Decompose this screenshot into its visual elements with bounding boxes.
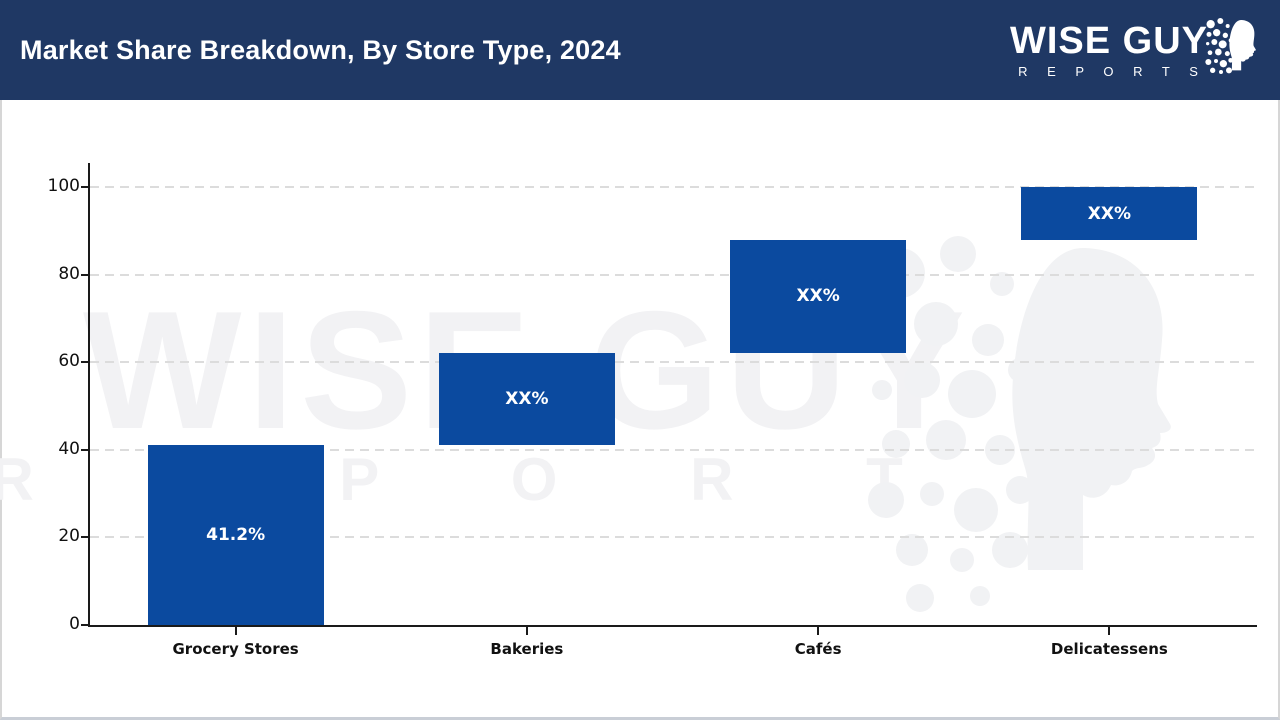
gridline-20 [90,536,1255,539]
header: Market Share Breakdown, By Store Type, 2… [0,0,1280,100]
logo-subtitle: R E P O R T S [1018,64,1206,79]
bar-grocery-stores: 41.2% [147,444,324,625]
brand-logo: WISE GUY R E P O R T S [1010,0,1270,100]
bar-value-label: XX% [1087,203,1131,224]
bar-caf-s: XX% [730,240,907,353]
gridline-40 [90,448,1255,451]
x-tick-mark-caf-s [817,627,820,635]
logo-wordmark: WISE GUY [1009,20,1208,62]
y-tick-label-60: 60 [58,351,80,372]
y-tick-label-40: 40 [58,438,80,459]
x-category-label-delicatessens: Delicatessens [1050,640,1168,658]
y-tick-mark-20 [81,536,90,539]
x-category-label-bakeries: Bakeries [490,640,564,658]
y-tick-mark-40 [81,448,90,451]
y-tick-mark-100 [81,186,90,188]
bar-delicatessens: XX% [1021,187,1198,241]
y-tick-mark-60 [81,361,90,364]
x-category-label-caf-s: Cafés [794,640,842,658]
y-axis-line [88,163,90,627]
bar-bakeries: XX% [438,352,615,445]
y-tick-label-20: 20 [58,526,80,547]
bar-value-label: XX% [505,388,549,409]
watermark-head-icon [868,236,1171,612]
chart-area: WISE GUY R E P O R T S 0 20 40 60 80 100 41.2%… [0,100,1280,720]
y-tick-mark-80 [81,273,90,276]
gridline-60 [90,361,1255,364]
chart-title: Market Share Breakdown, By Store Type, 2… [20,34,621,65]
x-tick-mark-delicatessens [1108,627,1111,635]
x-category-label-grocery-stores: Grocery Stores [172,640,299,658]
gridline-80 [90,273,1255,276]
y-tick-mark-0 [81,624,90,626]
x-axis-line [88,625,1257,627]
y-tick-label-0: 0 [69,614,80,634]
logo-head-icon [1205,18,1256,74]
bar-value-label: XX% [796,286,840,307]
x-tick-mark-grocery-stores [234,627,237,635]
x-tick-mark-bakeries [525,627,528,635]
gridline-100 [90,186,1255,188]
y-tick-label-100: 100 [47,176,80,196]
bar-value-label: 41.2% [206,524,266,545]
logo-text: WISE GUY R E P O R T S [1010,22,1208,78]
y-tick-label-80: 80 [58,263,80,284]
